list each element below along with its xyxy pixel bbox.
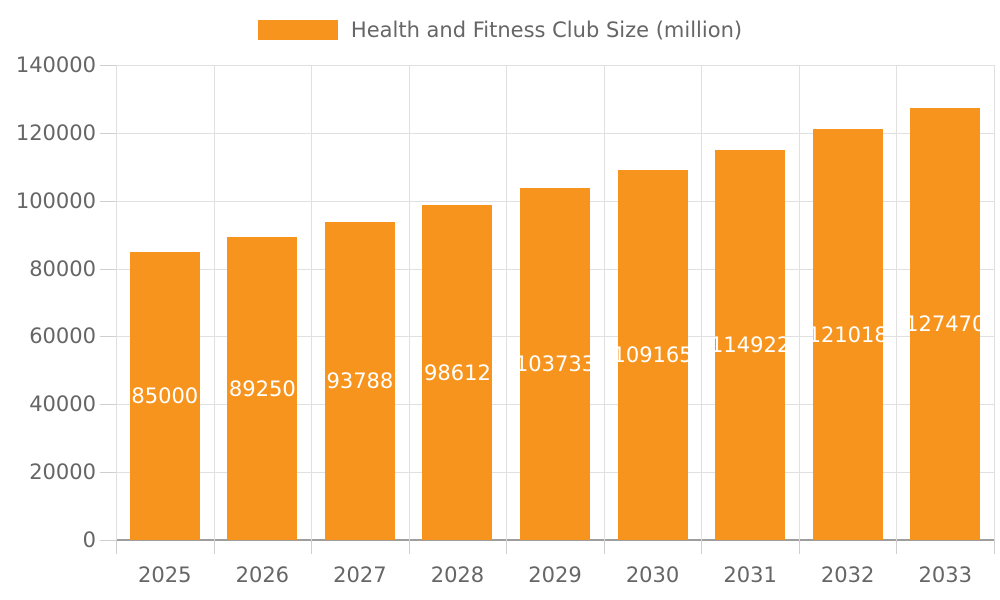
bar-2025[interactable]: 85000 (129, 251, 200, 540)
gridline-vertical (408, 65, 410, 540)
gridline-vertical (798, 65, 800, 540)
y-axis-tick (100, 268, 116, 270)
x-axis-tick-label: 2028 (430, 563, 485, 587)
bar-2029[interactable]: 103733 (520, 188, 590, 540)
gridline-vertical (213, 65, 215, 540)
bar-value-label: 85000 (131, 383, 199, 408)
bar-2032[interactable]: 121018 (812, 129, 883, 540)
x-axis-tick-label: 2030 (625, 563, 680, 587)
gridline-vertical (701, 65, 703, 540)
y-axis-tick-label: 140000 (15, 53, 96, 77)
x-axis-tick-label: 2029 (528, 563, 582, 587)
bar-value-label: 93788 (326, 368, 394, 393)
y-axis-tick-label: 100000 (15, 188, 96, 213)
x-axis-tick (213, 540, 215, 554)
bar-value-label: 114922 (715, 333, 786, 358)
bar-value-label: 109165 (617, 342, 688, 367)
bar-2026[interactable]: 89250 (227, 237, 298, 540)
bar-2030[interactable]: 109165 (617, 169, 688, 540)
gridline-vertical (603, 65, 605, 540)
y-axis-tick (100, 336, 116, 338)
x-axis-line (116, 539, 994, 541)
y-axis-tick-label: 120000 (15, 120, 96, 145)
x-axis-tick (311, 540, 313, 554)
bar-value-label: 127470 (910, 311, 981, 336)
y-axis-tick-label: 20000 (29, 460, 96, 485)
bar-2033[interactable]: 127470 (910, 107, 981, 540)
legend-label: Health and Fitness Club Size (million) (350, 18, 743, 42)
y-axis-tick (100, 132, 116, 134)
gridline-horizontal (116, 65, 994, 66)
gridline-vertical (994, 65, 995, 540)
x-axis-tick (408, 540, 410, 554)
y-axis-tick (100, 540, 116, 541)
x-axis-tick (994, 540, 995, 554)
gridline-vertical (896, 65, 898, 540)
x-axis-tick-label: 2033 (918, 563, 972, 587)
x-axis-tick (506, 540, 508, 554)
bar-value-label: 89250 (228, 376, 296, 401)
bar-value-label: 98612 (424, 360, 491, 385)
x-axis-tick (603, 540, 605, 554)
x-axis-tick-label: 2025 (138, 563, 192, 587)
gridline-vertical (116, 65, 117, 540)
y-axis-tick-label: 80000 (29, 256, 96, 281)
legend-swatch-icon (257, 20, 338, 40)
bar-2031[interactable]: 114922 (715, 150, 786, 540)
gridline-vertical (506, 65, 508, 540)
gridline-vertical (311, 65, 313, 540)
bar-value-label: 103733 (520, 352, 590, 377)
x-axis-tick-label: 2027 (333, 563, 387, 587)
x-axis-tick (116, 540, 117, 554)
gridline-horizontal (116, 132, 994, 134)
y-axis-tick-label: 0 (82, 528, 96, 552)
bar-value-label: 121018 (812, 322, 883, 347)
y-axis-tick (100, 472, 116, 474)
bar-2027[interactable]: 93788 (324, 221, 395, 540)
y-axis-tick-label: 40000 (29, 392, 96, 417)
y-axis-tick (100, 404, 116, 406)
y-axis-tick (100, 200, 116, 202)
x-axis-tick-label: 2031 (723, 563, 777, 587)
x-axis-tick-label: 2032 (820, 563, 875, 587)
x-axis-tick (798, 540, 800, 554)
x-axis-tick (896, 540, 898, 554)
x-axis-tick (701, 540, 703, 554)
bar-2028[interactable]: 98612 (422, 205, 493, 540)
y-axis-tick-label: 60000 (29, 324, 96, 349)
x-axis-tick-label: 2026 (235, 563, 290, 587)
y-axis-tick (100, 65, 116, 66)
legend[interactable]: Health and Fitness Club Size (million) (0, 13, 1000, 47)
